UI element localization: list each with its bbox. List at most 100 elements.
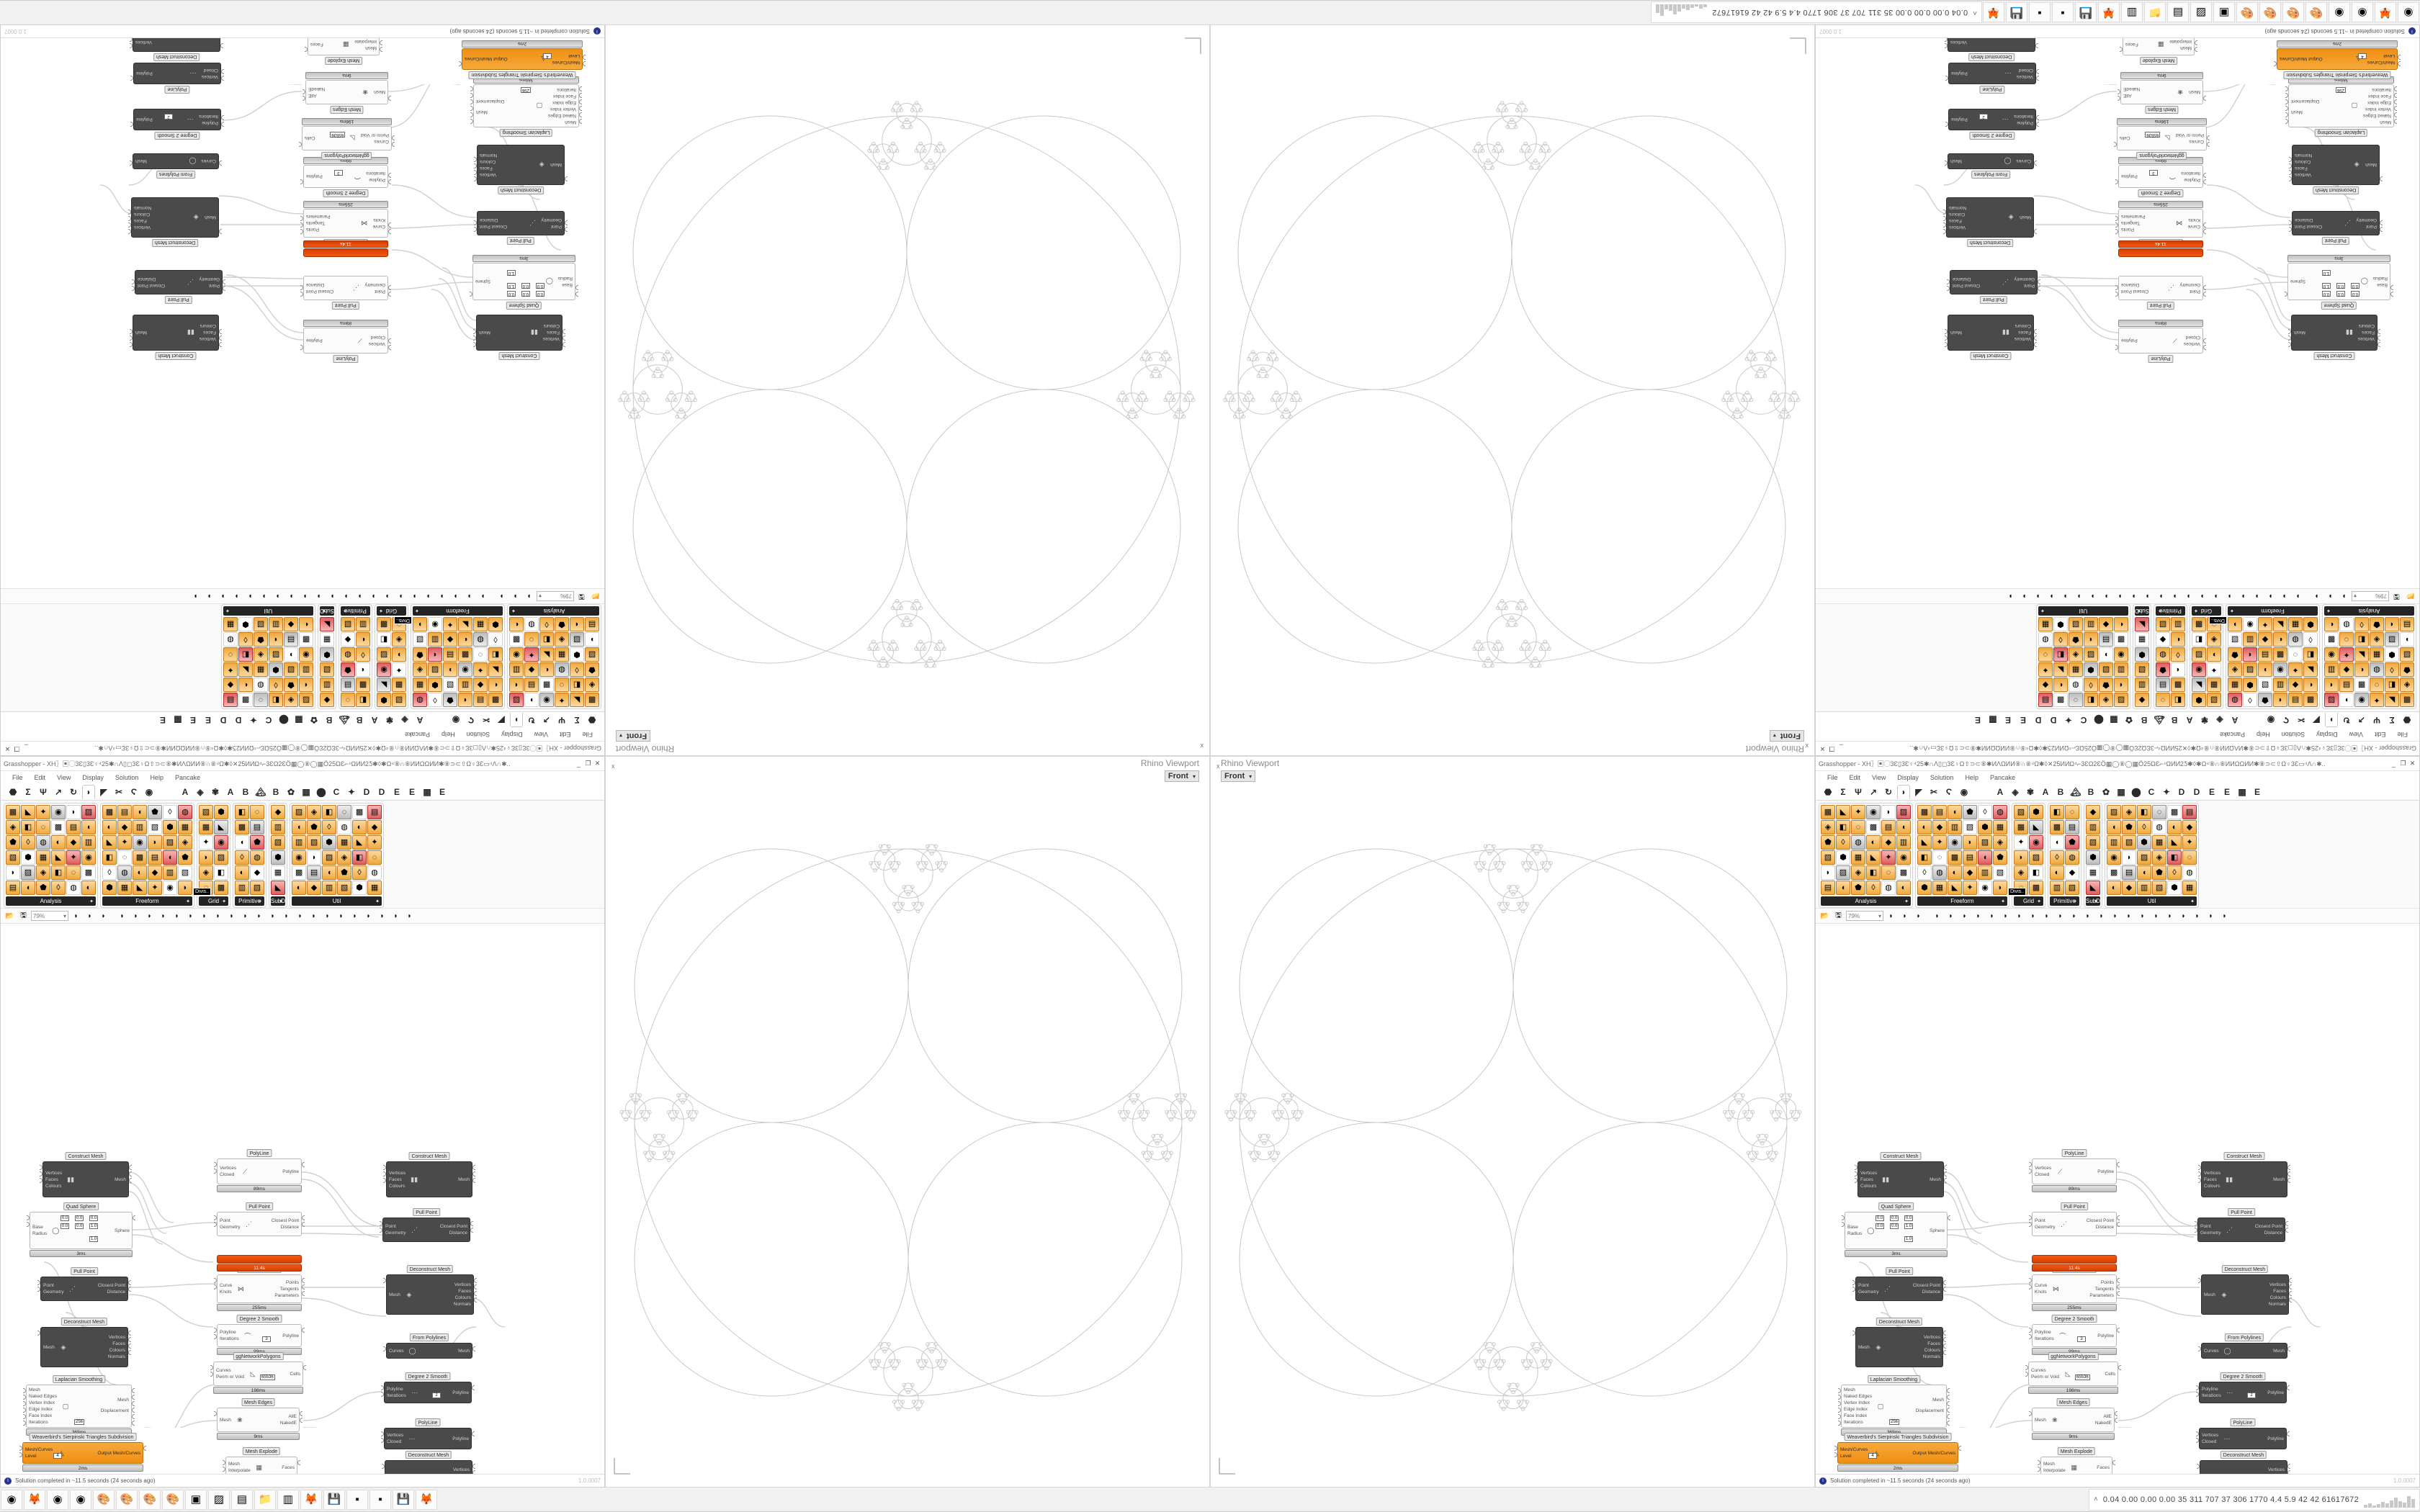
gh-value-network_perim_void[interactable]: 65536 [2145,132,2160,138]
gh-output-port-2[interactable] [1945,329,1948,334]
gh-component-body[interactable]: Vertices Closed ⟋ Polyline [214,1158,305,1184]
gh-output-port-4[interactable] [470,93,473,98]
gh-output-1[interactable]: Faces [112,1341,125,1346]
gh-component-n10[interactable]: Deconstruct Mesh Mesh ◈ Vertices Faces Colour… [128,197,222,247]
gh-input-port-1[interactable] [2196,1392,2199,1397]
gh-output-port-0[interactable] [2117,1328,2120,1333]
gh-input-0[interactable]: Curve [2187,224,2200,229]
gh-value-network_perim_void[interactable]: 65536 [2075,1374,2090,1380]
ribbon-tab-r14[interactable]: E [393,786,400,797]
gh-output-1[interactable]: Mesh [135,330,147,336]
zoom-extents-icon[interactable]: ◗ [526,592,532,600]
gh-component-n21[interactable]: Weaverbird's Sierpinski Triangles Subdiv… [2274,40,2401,79]
gh-input-port-0[interactable] [37,1331,40,1336]
ribbon-component-subd-4[interactable]: ▦ [2135,632,2149,647]
menu-item-display[interactable]: Display [1897,773,1919,781]
gh-output-port-0[interactable] [472,1165,475,1170]
gh-value-quad_sphere_base_1[interactable]: 0.0 [1890,1215,1899,1221]
minimize-button[interactable]: _ [24,744,29,752]
ribbon-component-analysis-33[interactable]: ◊ [51,881,66,895]
ribbon-component-freeform-35[interactable]: ◗ [413,617,427,631]
gh-output-0[interactable]: AllE [308,93,317,98]
ribbon-component-freeform-7[interactable]: ◆ [2288,678,2303,692]
ribbon-component-subd-2[interactable]: ▧ [2086,835,2100,850]
ribbon-component-freeform-17[interactable]: ◈ [413,662,427,677]
drop-icon-2[interactable]: ◗ [2172,592,2177,600]
ribbon-component-analysis-29[interactable]: ▩ [1896,865,1911,880]
menu-item-file[interactable]: File [582,731,593,739]
ribbon-tab-r2[interactable]: ✾ [2200,715,2209,726]
menu-item-file[interactable]: File [2397,731,2408,739]
gh-input-1[interactable]: Faces [2362,330,2375,336]
ribbon-component-grid-1[interactable]: ⬢ [2029,805,2043,819]
gh-value-quad_sphere_base_0[interactable]: 0.0 [2350,291,2360,297]
gh-input-2[interactable]: Vertex Index [550,107,576,112]
gh-output-port-0[interactable] [1943,1331,1946,1336]
gh-output-port-2[interactable] [1943,1344,1946,1349]
gh-output-1[interactable]: Faces [458,1289,471,1294]
ribbon-component-primitive-5[interactable]: ⬟ [2156,662,2170,677]
gh-output-port-0[interactable] [132,286,135,291]
gh-component-n3[interactable]: Construct Mesh Vertices Faces Colours ▮▮ Mesh [1945,315,2037,360]
ribbon-component-util-20[interactable]: ▨ [2083,647,2098,662]
ribbon-component-primitive-4[interactable]: ◖ [235,835,249,850]
ribbon-component-util-29[interactable]: ◍ [2038,632,2053,647]
gh-output-port-1[interactable] [2117,1284,2120,1290]
gh-component-body[interactable]: Mesh Naked Edges Vertex Index Edge Index Fac… [470,84,582,127]
gh-output-1[interactable]: Mesh [1950,330,1962,336]
at-icon[interactable]: ◗ [467,592,472,600]
ribbon-component-freeform-9[interactable]: ▧ [443,678,457,692]
ribbon-component-primitive-1[interactable]: ◌ [341,693,355,707]
gh-input-0[interactable]: Mesh [550,162,562,168]
gh-input-0[interactable]: Point [385,1224,396,1229]
ribbon-component-subd-5[interactable]: ◣ [271,881,285,895]
ribbon-panel-grid[interactable]: ▧⬢▦◣✦◉◗▨◈◧◌▩Grid✦Divis.. [2008,803,2045,908]
ribbon-component-analysis-0[interactable]: ▦ [6,805,20,819]
gh-output-port-1[interactable] [1945,38,1948,42]
ribbon-component-analysis-6[interactable]: ◈ [2400,678,2414,692]
gh-output-0[interactable]: Mesh [458,1348,470,1354]
gh-output-port-0[interactable] [2120,47,2123,52]
drop-icon-14[interactable]: ◗ [2008,592,2013,600]
gh-output-3[interactable]: Normals [2295,153,2313,158]
ribbon-component-util-11[interactable]: ◆ [2182,820,2197,834]
ribbon-component-subd-1[interactable]: ▥ [320,678,334,692]
gh-output-port-0[interactable] [2115,179,2118,184]
ribbon-component-freeform-2[interactable]: ◖ [2273,693,2287,707]
drop-icon-4[interactable]: ◗ [2145,592,2150,600]
chevron-down-icon[interactable]: ▾ [539,593,542,600]
gh-output-0[interactable]: Closest Point [138,283,166,288]
ribbon-component-util-11[interactable]: ◆ [223,678,238,692]
grasshopper-canvas[interactable]: Construct Mesh Vertices Faces Colours ▮▮ Mesh… [1,924,604,1474]
ribbon-tab-6[interactable]: ◤ [100,786,107,797]
gh-output-1[interactable]: Distance [306,282,325,287]
chevron-down-icon[interactable]: ▾ [2354,593,2357,600]
ribbon-component-subd-4[interactable]: ▦ [2086,865,2100,880]
gh-output-port-2[interactable] [128,1344,131,1349]
gh-value-quad_sphere_base_3[interactable]: 0.0 [2350,283,2360,289]
gh-input-port-4[interactable] [579,93,582,98]
gh-input-port-0[interactable] [27,1215,30,1220]
ribbon-component-analysis-19[interactable]: ⬢ [1836,850,1850,865]
gh-input-port-2[interactable] [23,1401,26,1406]
ribbon-component-analysis-21[interactable]: ◣ [539,647,554,662]
ribbon-component-analysis-11[interactable]: ◖ [81,820,96,834]
drop-icon-12[interactable]: ◗ [2195,912,2200,920]
ribbon-component-freeform-17[interactable]: ◈ [1993,835,2007,850]
ribbon-component-freeform-33[interactable]: ✦ [1963,881,1977,895]
gh-component-n5[interactable]: Quad Sphere Base Radius ◯ Sphere 0.0 0.0 0.0 0.0… [470,255,578,310]
gh-component-n8[interactable]: 11.4s [217,1255,302,1272]
ribbon-component-util-25[interactable]: ▤ [2098,632,2113,647]
gh-output-1[interactable]: NakedE [2123,86,2141,91]
tray-chevron-icon-2[interactable]: ˄ [2094,1495,2098,1503]
gh-component-body[interactable]: Curve Knots ⋈ Points Tangents Parameters [2115,209,2206,238]
ribbon-component-freeform-22[interactable]: ◖ [2243,647,2257,662]
gh-input-1[interactable]: Knots [220,1290,232,1295]
ribbon-panel-label-primitive[interactable]: Primitive ✦ [2050,896,2079,906]
ribbon-component-analysis-19[interactable]: ⬢ [21,850,35,865]
gh-input-1[interactable]: Knots [373,217,385,222]
canvas-toolbar[interactable]: 📂 🖫 79% ▾ ◗ ◗ ◗ ◗ ◗ ◗ ◗ ◗ ◗ ◗ ◗ ◗ ◗ ◗ ◗ ◗ ◗ ◗ ◗ ◗ ◗ ◗ ◗ ◗ ◗ [1,908,604,924]
ribbon-panel-label-analysis[interactable]: Analysis ✦ [509,606,599,616]
gh-input-1[interactable]: Faces [1860,1176,1873,1182]
